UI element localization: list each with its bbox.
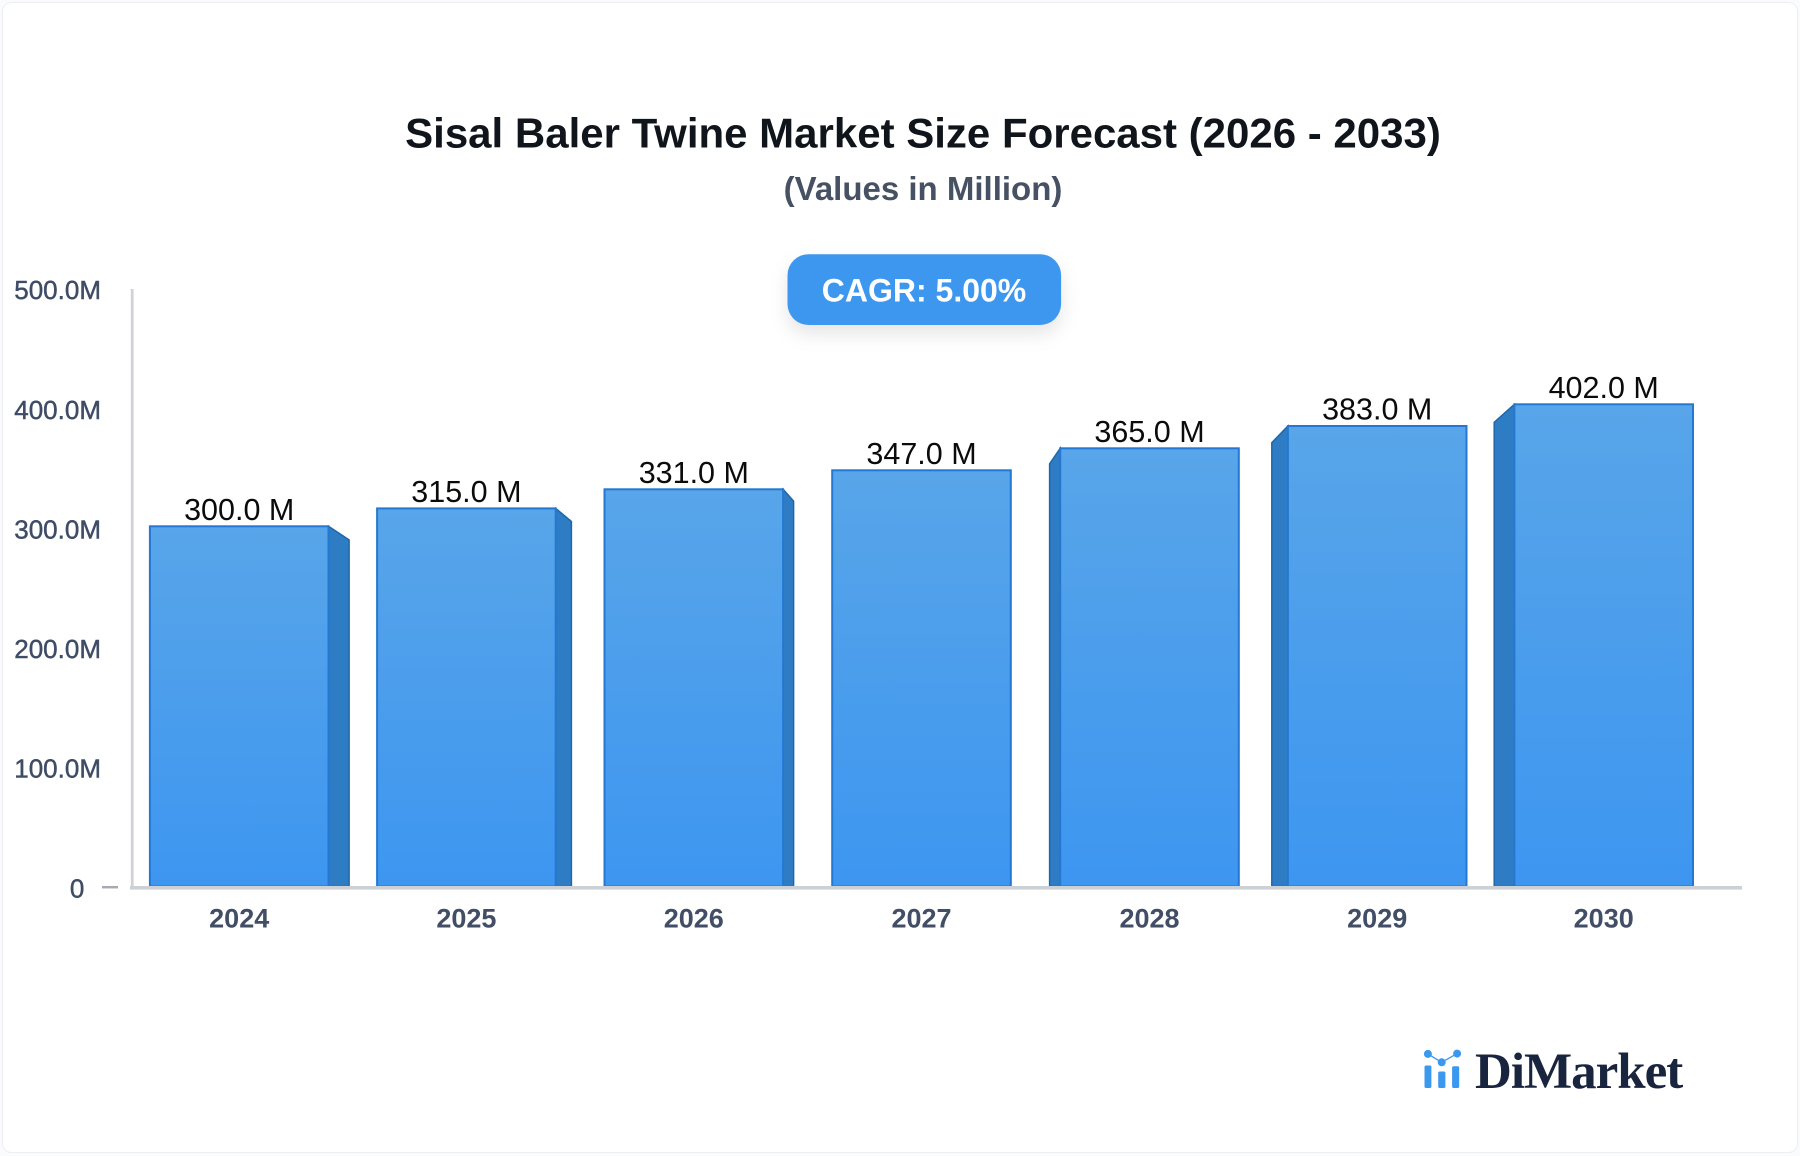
svg-text:347.0 M: 347.0 M xyxy=(866,437,976,471)
svg-text:300.0 M: 300.0 M xyxy=(184,493,294,527)
svg-text:383.0 M: 383.0 M xyxy=(1322,393,1432,427)
svg-text:331.0 M: 331.0 M xyxy=(639,456,749,490)
svg-text:500.0M: 500.0M xyxy=(14,275,101,305)
svg-text:315.0 M: 315.0 M xyxy=(411,475,521,509)
svg-text:400.0M: 400.0M xyxy=(14,395,101,425)
svg-text:DiMarket: DiMarket xyxy=(1475,1044,1683,1100)
svg-text:100.0M: 100.0M xyxy=(14,754,101,784)
svg-text:2025: 2025 xyxy=(436,904,496,934)
svg-text:2027: 2027 xyxy=(891,904,951,934)
svg-text:402.0 M: 402.0 M xyxy=(1549,371,1659,405)
svg-text:2029: 2029 xyxy=(1347,904,1407,934)
svg-text:365.0 M: 365.0 M xyxy=(1094,415,1204,449)
svg-text:200.0M: 200.0M xyxy=(14,634,101,664)
svg-text:2026: 2026 xyxy=(664,904,724,934)
svg-text:2028: 2028 xyxy=(1119,904,1179,934)
svg-text:0: 0 xyxy=(70,873,84,903)
svg-text:CAGR: 5.00%: CAGR: 5.00% xyxy=(822,272,1027,308)
svg-text:2030: 2030 xyxy=(1574,904,1634,934)
svg-text:2024: 2024 xyxy=(209,904,269,934)
svg-text:300.0M: 300.0M xyxy=(14,514,101,544)
svg-text:Sisal Baler Twine Market Size: Sisal Baler Twine Market Size Forecast (… xyxy=(405,110,1441,157)
svg-text:(Values in Million): (Values in Million) xyxy=(784,170,1063,207)
